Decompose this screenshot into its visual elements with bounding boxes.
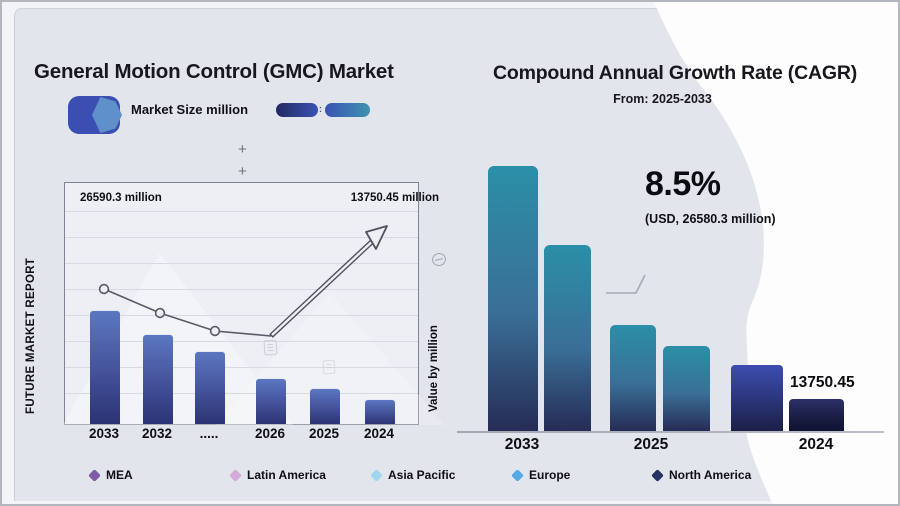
left-bars-container xyxy=(65,183,418,424)
legend-item: MEA xyxy=(88,468,133,482)
left-x-label: ..... xyxy=(199,426,219,441)
left-x-label: 2026 xyxy=(254,426,286,441)
legend-label: Europe xyxy=(529,468,571,482)
brand-logo-icon xyxy=(68,96,122,134)
cagr-bar xyxy=(663,346,710,431)
cagr-x-label: 2024 xyxy=(798,436,834,453)
gradient-pill-left xyxy=(276,103,318,117)
market-size-bar xyxy=(365,400,395,424)
gridline xyxy=(65,263,418,264)
cagr-bar xyxy=(789,399,844,431)
plus-decoration-icon: + xyxy=(238,163,247,180)
gradient-pill-right xyxy=(325,103,370,117)
cagr-bar xyxy=(731,365,783,431)
cagr-x-label: 2033 xyxy=(504,436,540,453)
legend-diamond-icon xyxy=(229,468,242,482)
legend-label: Latin America xyxy=(247,468,326,482)
left-x-label: 2024 xyxy=(363,426,395,441)
cagr-bar xyxy=(488,166,538,431)
market-size-bar xyxy=(195,352,225,424)
cagr-bar xyxy=(610,325,656,431)
left-x-label: 2032 xyxy=(141,426,173,441)
legend-label: MEA xyxy=(106,468,133,482)
legend-diamond-icon xyxy=(370,468,383,482)
cagr-bar xyxy=(544,245,591,431)
legend-diamond-icon xyxy=(511,468,524,482)
market-size-bar xyxy=(310,389,340,424)
market-size-chart: 26590.3 million 13750.45 million xyxy=(63,182,445,425)
pill-separator: : xyxy=(319,104,322,114)
legend-label: Asia Pacific xyxy=(388,468,456,482)
step-line-decoration xyxy=(606,274,646,294)
left-x-label: 2025 xyxy=(308,426,340,441)
gridline xyxy=(65,289,418,290)
legend-diamond-icon xyxy=(88,468,101,482)
left-annotation: 26590.3 million xyxy=(80,192,162,204)
cagr-subtitle: From: 2025-2033 xyxy=(613,92,712,106)
gridline xyxy=(65,237,418,238)
legend-item: Asia Pacific xyxy=(370,468,456,482)
cagr-usd-detail: (USD, 26580.3 million) xyxy=(645,212,776,226)
left-x-axis-labels: 2033 2032..... 2026 2025 2024 xyxy=(64,426,419,446)
right-vertical-label: Value by million xyxy=(428,325,440,412)
gridline xyxy=(65,367,418,368)
gridline xyxy=(65,393,418,394)
trend-line-and-arrow xyxy=(98,225,388,375)
cagr-bar-annotation: 13750.45 xyxy=(790,374,855,391)
cagr-baseline xyxy=(457,431,884,433)
cagr-percentage: 8.5% xyxy=(645,165,721,203)
market-size-label: Market Size million xyxy=(131,102,249,117)
market-size-bar xyxy=(143,335,173,424)
legend-diamond-icon xyxy=(651,468,664,482)
gridline xyxy=(65,341,418,342)
gridline xyxy=(65,211,418,212)
legend-item: Europe xyxy=(511,468,571,482)
legend-label: North America xyxy=(669,468,752,482)
cagr-x-label: 2025 xyxy=(633,436,669,453)
left-chart-title: General Motion Control (GMC) Market xyxy=(34,60,394,83)
market-size-bar xyxy=(90,311,120,424)
legend-item: North America xyxy=(651,468,752,482)
plus-decoration-icon: + xyxy=(238,141,247,158)
market-size-bar xyxy=(256,379,286,424)
right-annotation: 13750.45 million xyxy=(350,192,439,204)
cagr-title: Compound Annual Growth Rate (CAGR) xyxy=(492,62,858,84)
gridline xyxy=(65,315,418,316)
left-vertical-label: FUTURE MARKET REPORT xyxy=(25,257,37,414)
left-x-label: 2033 xyxy=(88,426,120,441)
legend-item: Latin America xyxy=(229,468,326,482)
